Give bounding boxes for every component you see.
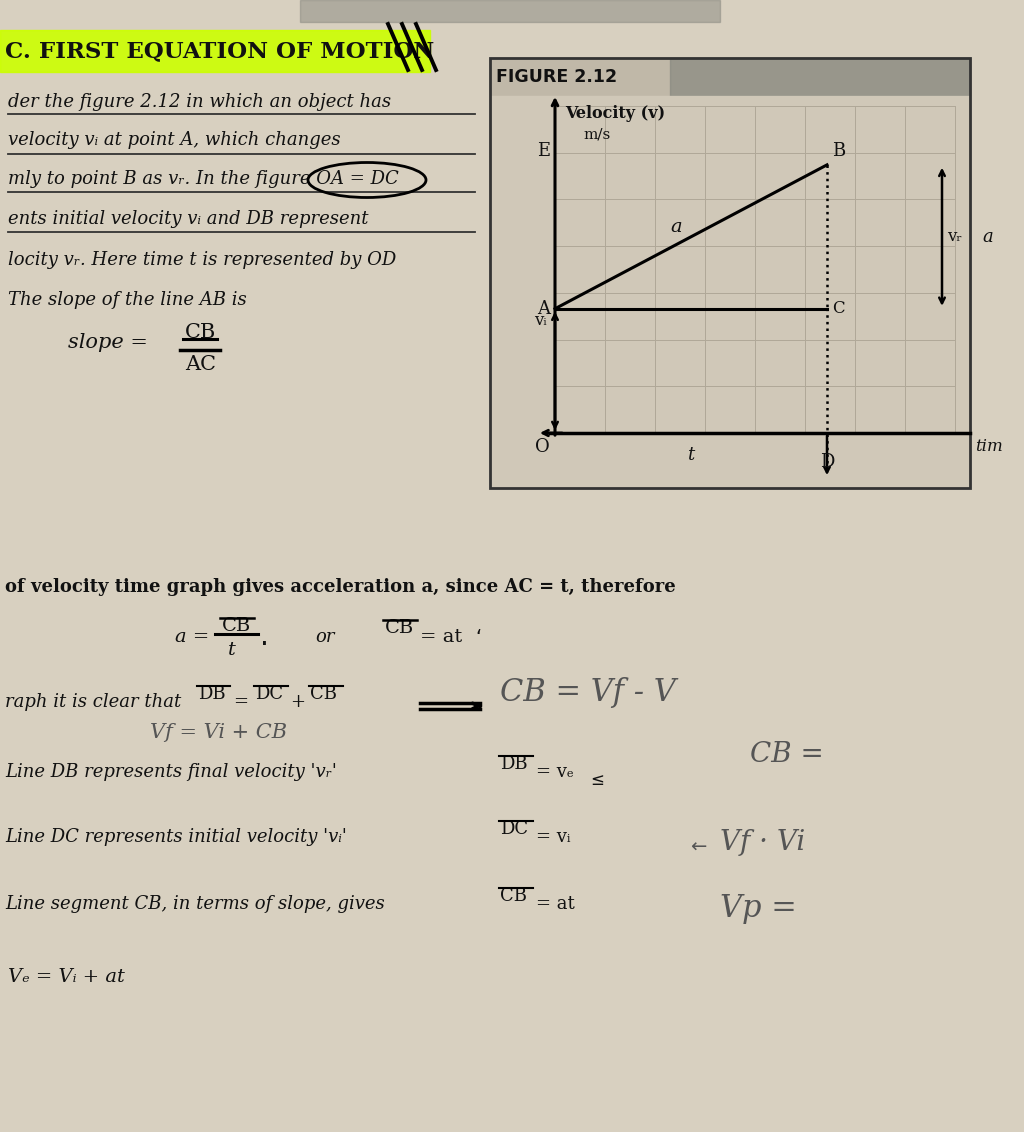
Text: t: t [228,641,236,659]
Text: DB: DB [500,755,527,773]
Text: = at: = at [420,628,462,646]
Bar [490,58,970,488]
Text: CB =: CB = [750,740,823,767]
Bar [670,58,970,96]
Text: Vf = Vi + CB: Vf = Vi + CB [150,722,287,741]
Text: C. FIRST EQUATION OF MOTION: C. FIRST EQUATION OF MOTION [5,40,434,62]
Text: C: C [831,300,845,317]
Text: ≤: ≤ [590,771,604,789]
Bar [490,96,970,488]
Text: O: O [536,438,550,456]
Text: = vₑ: = vₑ [536,763,573,781]
Text: +: + [290,693,305,711]
Text: velocity vᵢ at point A, which changes: velocity vᵢ at point A, which changes [8,131,341,149]
Text: t: t [687,446,694,464]
Text: raph it is clear that: raph it is clear that [5,693,187,711]
Text: CB: CB [385,619,415,637]
Text: DB: DB [198,685,225,703]
Text: Vₑ = Vᵢ + at: Vₑ = Vᵢ + at [8,968,125,986]
Text: CB: CB [310,685,337,703]
Text: .: . [260,623,269,651]
Text: ←: ← [690,838,707,857]
Text: D: D [820,453,835,471]
Text: CB: CB [500,887,527,904]
Text: A: A [537,300,550,318]
Text: = vᵢ: = vᵢ [536,827,570,846]
Text: CB: CB [185,323,216,342]
Text: Velocity (v): Velocity (v) [565,105,666,122]
Text: DC: DC [255,685,283,703]
Text: DC: DC [500,820,528,838]
Text: locity vᵣ. Here time t is represented by OD: locity vᵣ. Here time t is represented by… [8,251,396,269]
Text: a: a [670,217,682,235]
Text: B: B [831,142,845,160]
Bar [300,0,720,22]
Text: slope =: slope = [68,333,147,352]
Text: mly to point B as vᵣ. In the figure OA = DC: mly to point B as vᵣ. In the figure OA =… [8,170,398,188]
Text: a: a [982,228,992,246]
Bar [490,58,970,96]
Text: CB = Vf - V: CB = Vf - V [500,677,676,708]
Text: vᵣ: vᵣ [947,229,963,246]
Text: vᵢ: vᵢ [535,312,547,329]
Text: m/s: m/s [583,127,610,142]
Text: ‘: ‘ [475,627,481,646]
Text: FIGURE 2.12: FIGURE 2.12 [496,68,617,86]
Text: Line DB represents final velocity 'vᵣ': Line DB represents final velocity 'vᵣ' [5,763,337,781]
Text: The slope of the line AB is: The slope of the line AB is [8,291,247,309]
Text: E: E [537,142,550,160]
Text: Line DC represents initial velocity 'vᵢ': Line DC represents initial velocity 'vᵢ' [5,827,347,846]
Text: Line segment CB, in terms of slope, gives: Line segment CB, in terms of slope, give… [5,895,385,914]
Text: ents initial velocity vᵢ and DB represent: ents initial velocity vᵢ and DB represen… [8,211,369,228]
Bar [0,31,430,72]
Text: tim: tim [975,438,1002,455]
Text: of velocity time graph gives acceleration a, since AC = t, therefore: of velocity time graph gives acceleratio… [5,578,676,597]
Text: Vf · Vi: Vf · Vi [720,829,805,856]
Text: or: or [315,628,335,646]
Text: = at: = at [536,895,574,914]
Text: CB: CB [222,617,251,635]
Text: =: = [233,693,248,711]
Text: der the figure 2.12 in which an object has: der the figure 2.12 in which an object h… [8,93,391,111]
Text: AC: AC [185,354,216,374]
Text: Vp =: Vp = [720,893,797,925]
Text: a =: a = [175,628,209,646]
